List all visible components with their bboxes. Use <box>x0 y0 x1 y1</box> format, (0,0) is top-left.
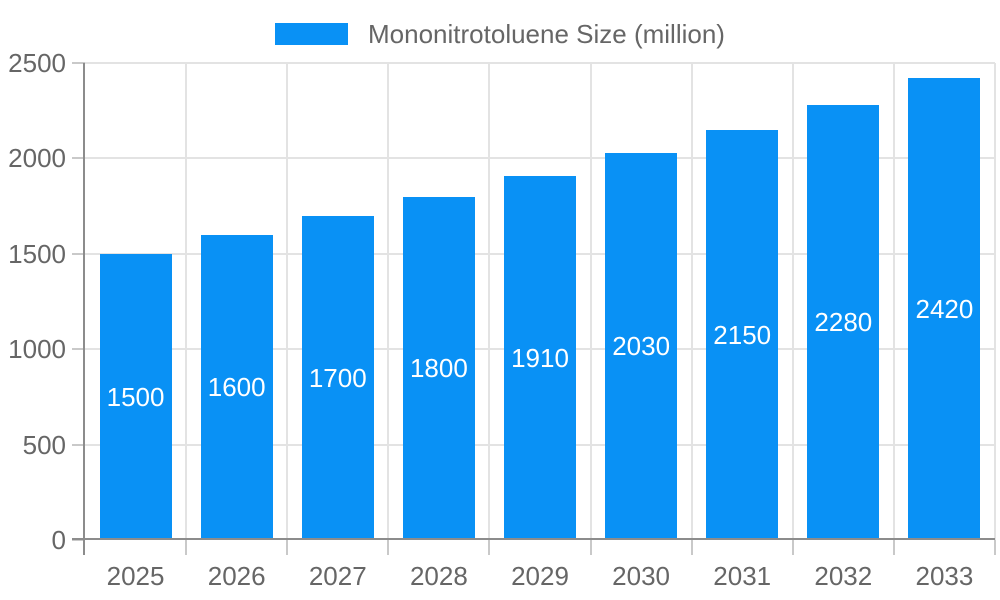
horizontal-gridline <box>85 62 995 64</box>
y-axis-tick <box>72 157 85 160</box>
plot-area: 0 500 1000 1500 2000 2500 1500 2025 1600 2026 1700… <box>8 50 996 589</box>
legend-color-swatch <box>275 23 349 45</box>
bar-2026[interactable] <box>200 234 273 540</box>
x-axis-label: 2031 <box>713 561 772 591</box>
x-axis-label: 2026 <box>207 561 266 591</box>
y-axis-tick <box>72 62 85 64</box>
vertical-gridline <box>589 63 592 540</box>
y-axis-label: 2500 <box>8 48 66 78</box>
vertical-gridline <box>690 63 693 540</box>
bar-value-label: 2030 <box>612 331 671 362</box>
x-axis-label: 2033 <box>915 561 974 591</box>
vertical-gridline <box>286 63 289 540</box>
y-axis-tick <box>72 252 85 255</box>
bar-value-label: 1600 <box>207 372 266 403</box>
x-axis-tick <box>892 540 895 555</box>
bar-2029[interactable] <box>504 175 576 540</box>
x-axis-label: 2029 <box>511 561 569 591</box>
bar-value-label: 2420 <box>915 294 974 325</box>
y-axis-tick <box>72 348 85 351</box>
y-axis-label: 1000 <box>8 334 66 365</box>
vertical-gridline <box>994 63 996 540</box>
x-axis-tick <box>690 540 693 555</box>
bar-2033[interactable] <box>908 78 981 540</box>
x-axis-tick <box>994 540 996 555</box>
legend-label: Mononitrotoluene Size (million) <box>368 19 725 49</box>
x-axis-tick <box>589 540 592 555</box>
x-axis-tick <box>185 540 188 555</box>
x-axis-label: 2030 <box>612 561 671 591</box>
legend[interactable]: Mononitrotoluene Size (million) <box>0 21 1000 47</box>
vertical-gridline <box>892 63 895 540</box>
x-axis-label: 2032 <box>814 561 873 591</box>
y-axis-tick <box>72 443 85 446</box>
bar-value-label: 2150 <box>713 319 772 350</box>
bar-2032[interactable] <box>807 104 880 540</box>
bar-2025[interactable] <box>99 253 172 540</box>
y-axis-tick <box>72 539 85 541</box>
y-axis-label: 1500 <box>8 238 66 269</box>
y-axis-line <box>83 63 85 555</box>
x-axis-label: 2025 <box>106 561 165 591</box>
vertical-gridline <box>185 63 188 540</box>
bar-value-label: 1500 <box>106 381 165 412</box>
x-axis-tick <box>387 540 390 555</box>
y-axis-label: 500 <box>22 429 66 460</box>
x-axis-line <box>72 538 995 540</box>
bar-value-label: 2280 <box>814 307 873 338</box>
y-axis-label: 0 <box>51 525 66 555</box>
bar-2031[interactable] <box>706 129 779 540</box>
bar-2030[interactable] <box>605 152 678 540</box>
vertical-gridline <box>387 63 390 540</box>
bar-value-label: 1800 <box>409 353 468 384</box>
y-axis-label: 2000 <box>8 143 66 174</box>
x-axis-tick <box>488 540 491 555</box>
x-axis-label: 2028 <box>409 561 468 591</box>
x-axis-tick <box>286 540 289 555</box>
bar-2027[interactable] <box>301 215 374 540</box>
vertical-gridline <box>488 63 491 540</box>
x-axis-label: 2027 <box>308 561 367 591</box>
bar-2028[interactable] <box>402 196 475 540</box>
x-axis-tick <box>791 540 794 555</box>
horizontal-gridline <box>85 157 995 160</box>
vertical-gridline <box>791 63 794 540</box>
bar-value-label: 1700 <box>308 362 367 393</box>
bar-value-label: 1910 <box>511 342 569 373</box>
